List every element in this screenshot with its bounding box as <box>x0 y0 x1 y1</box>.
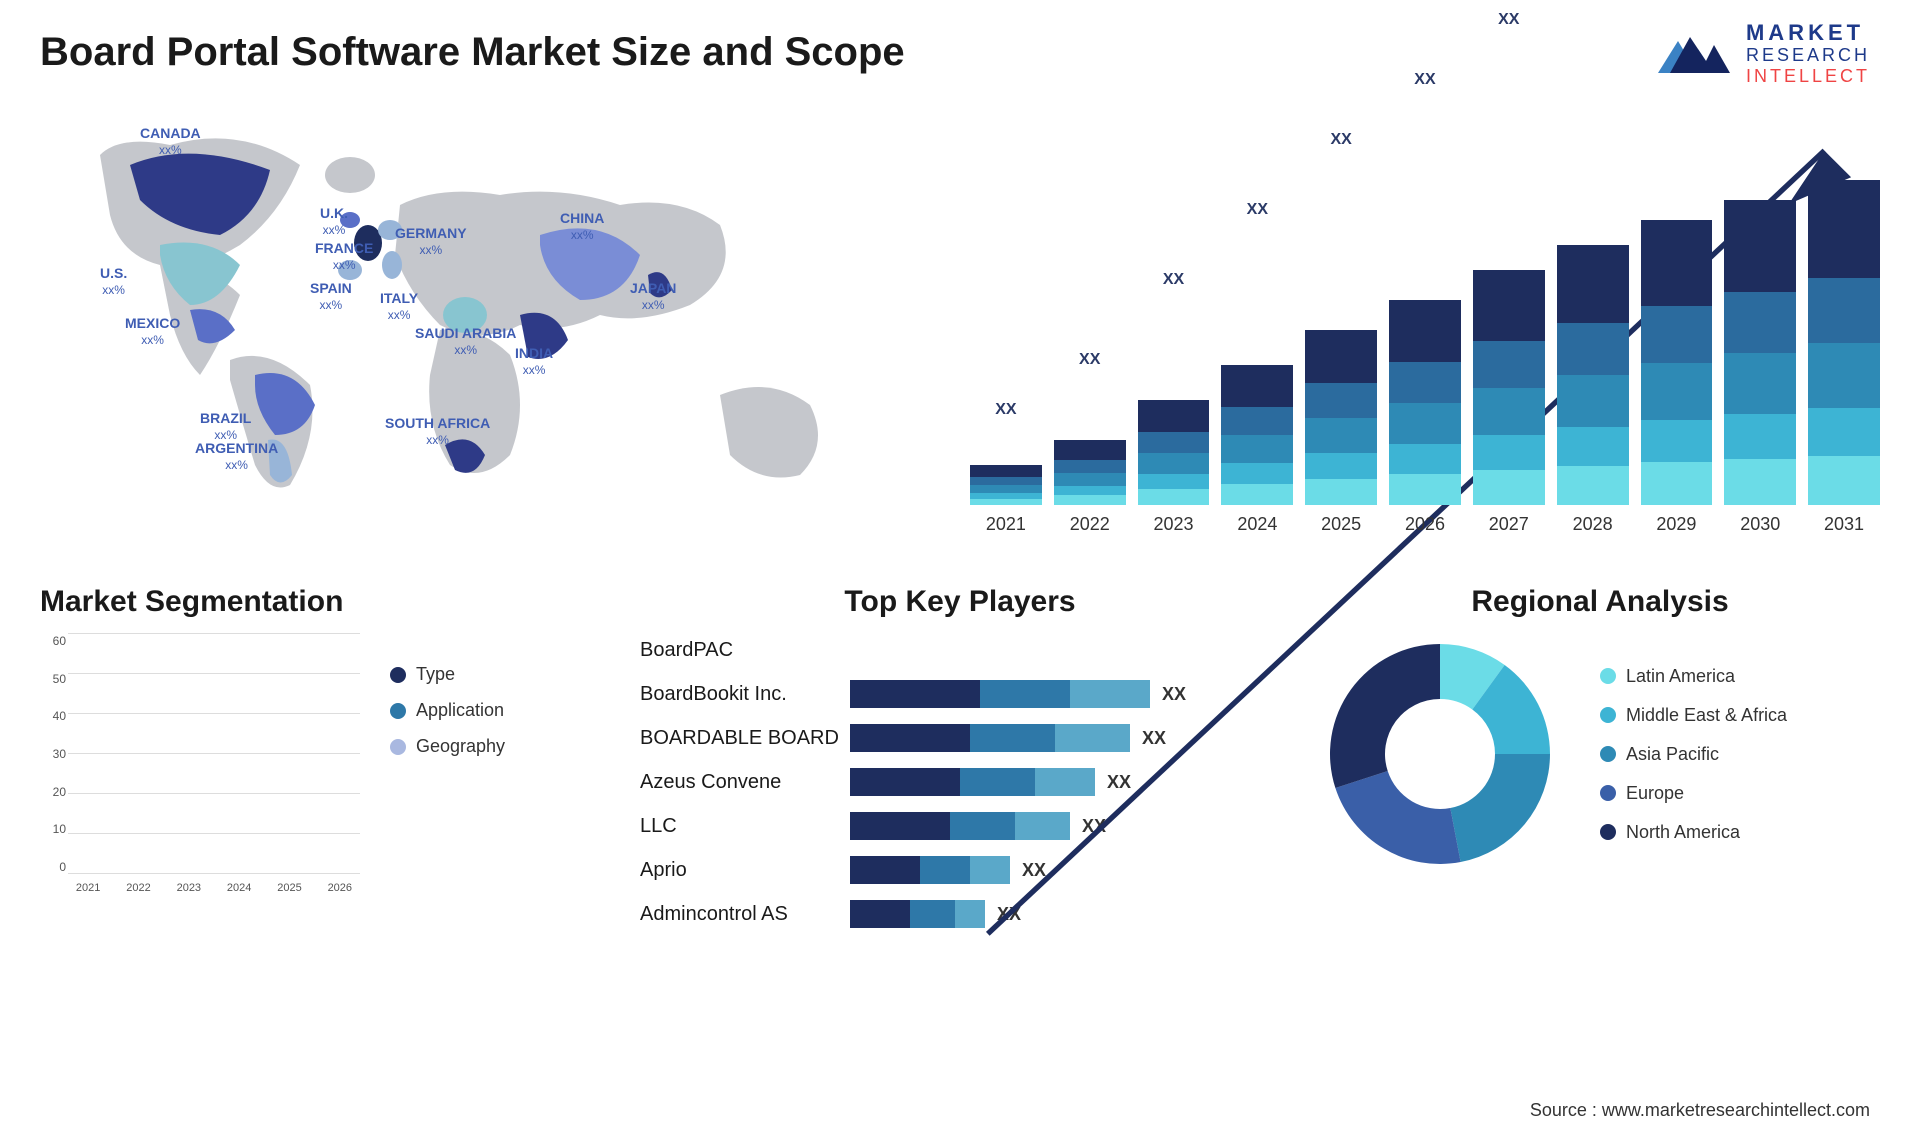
seg-legend-item: Type <box>390 664 505 685</box>
main-bar: XX <box>970 465 1042 505</box>
map-label: FRANCExx% <box>315 240 373 272</box>
player-name: Admincontrol AS <box>640 903 850 926</box>
player-name: Aprio <box>640 859 850 882</box>
logo-mountain-icon <box>1654 28 1734 78</box>
main-bar-value-label: XX <box>1079 351 1100 369</box>
player-name: Azeus Convene <box>640 771 850 794</box>
main-bar: XX <box>1473 270 1545 505</box>
main-bar-value-label: XX <box>995 401 1016 419</box>
brand-logo: MARKET RESEARCH INTELLECT <box>1654 20 1870 87</box>
main-xaxis-label: 2023 <box>1138 514 1210 535</box>
seg-legend-item: Application <box>390 700 505 721</box>
map-label: SPAINxx% <box>310 280 352 312</box>
seg-xaxis-label: 2023 <box>169 882 209 894</box>
map-label: MEXICOxx% <box>125 315 180 347</box>
main-bar: XX <box>1724 200 1796 505</box>
market-growth-chart: XXXXXXXXXXXXXXXXXXXXXX 20212022202320242… <box>970 115 1880 535</box>
map-label: CHINAxx% <box>560 210 604 242</box>
seg-yaxis: 0 10 20 30 40 50 60 <box>40 634 66 874</box>
map-label: BRAZILxx% <box>200 410 251 442</box>
seg-xaxis-label: 2025 <box>269 882 309 894</box>
main-xaxis: 2021 2022 2023 2024 2025 2026 2027 2028 2029 2030… <box>970 514 1880 535</box>
main-bar: XX <box>1138 400 1210 505</box>
main-bar: XX <box>1305 330 1377 505</box>
seg-ytick: 30 <box>40 747 66 761</box>
seg-ytick: 20 <box>40 785 66 799</box>
map-label: SAUDI ARABIAxx% <box>415 325 516 357</box>
player-name: BoardBookit Inc. <box>640 683 850 706</box>
map-label: SOUTH AFRICAxx% <box>385 415 490 447</box>
source-text: Source : www.marketresearchintellect.com <box>1530 1100 1870 1121</box>
main-xaxis-label: 2024 <box>1221 514 1293 535</box>
main-bar: XX <box>1389 300 1461 505</box>
main-bar-value-label: XX <box>1330 131 1351 149</box>
main-xaxis-label: 2022 <box>1054 514 1126 535</box>
segmentation-legend: Type Application Geography <box>390 634 505 894</box>
legend-label: Geography <box>416 736 505 757</box>
legend-label: Application <box>416 700 504 721</box>
map-label: INDIAxx% <box>515 345 553 377</box>
map-label: ARGENTINAxx% <box>195 440 278 472</box>
segmentation-panel: Market Segmentation 0102030405060 202120… <box>40 585 600 945</box>
seg-xaxis-label: 2024 <box>219 882 259 894</box>
main-xaxis-label: 2026 <box>1389 514 1461 535</box>
main-xaxis-label: 2025 <box>1305 514 1377 535</box>
main-bar-value-label: XX <box>1498 11 1519 29</box>
main-bar-value-label: XX <box>1247 201 1268 219</box>
player-name: BoardPAC <box>640 639 850 662</box>
seg-ytick: 60 <box>40 634 66 648</box>
legend-dot-icon <box>390 739 406 755</box>
legend-dot-icon <box>390 703 406 719</box>
logo-line3: INTELLECT <box>1746 66 1870 87</box>
main-xaxis-label: 2021 <box>970 514 1042 535</box>
seg-legend-item: Geography <box>390 736 505 757</box>
map-label: U.K.xx% <box>320 205 348 237</box>
seg-ytick: 50 <box>40 672 66 686</box>
main-xaxis-label: 2027 <box>1473 514 1545 535</box>
map-label: JAPANxx% <box>630 280 676 312</box>
map-label: CANADAxx% <box>140 125 201 157</box>
map-label: ITALYxx% <box>380 290 418 322</box>
main-xaxis-label: 2031 <box>1808 514 1880 535</box>
seg-ytick: 10 <box>40 822 66 836</box>
main-bar: XX <box>1557 245 1629 505</box>
page-title: Board Portal Software Market Size and Sc… <box>40 30 1880 75</box>
main-bar: XX <box>1641 220 1713 505</box>
player-bar <box>850 900 985 928</box>
seg-xaxis-label: 2021 <box>68 882 108 894</box>
seg-ytick: 0 <box>40 860 66 874</box>
legend-label: Type <box>416 664 455 685</box>
seg-ytick: 40 <box>40 709 66 723</box>
seg-xaxis-label: 2026 <box>320 882 360 894</box>
main-xaxis-label: 2029 <box>1641 514 1713 535</box>
main-bar: XX <box>1054 440 1126 505</box>
logo-line1: MARKET <box>1746 20 1870 45</box>
seg-xaxis-label: 2022 <box>118 882 158 894</box>
logo-line2: RESEARCH <box>1746 45 1870 66</box>
main-bar-value-label: XX <box>1414 71 1435 89</box>
player-name: BOARDABLE BOARD <box>640 727 850 750</box>
main-bar-container: XXXXXXXXXXXXXXXXXXXXXX <box>970 165 1880 505</box>
segmentation-title: Market Segmentation <box>40 585 600 619</box>
main-bar: XX <box>1808 180 1880 505</box>
seg-xaxis: 2021 2022 2023 2024 2025 2026 <box>68 882 360 894</box>
legend-dot-icon <box>390 667 406 683</box>
segmentation-chart: 0 10 20 30 40 50 60 2021 2022 2023 2024 2025 2026 <box>40 634 360 894</box>
main-bar: XX <box>1221 365 1293 505</box>
player-name: LLC <box>640 815 850 838</box>
main-bar-value-label: XX <box>1163 271 1184 289</box>
main-xaxis-label: 2028 <box>1557 514 1629 535</box>
map-label: GERMANYxx% <box>395 225 467 257</box>
map-label: U.S.xx% <box>100 265 127 297</box>
main-xaxis-label: 2030 <box>1724 514 1796 535</box>
world-map: CANADAxx% U.S.xx% MEXICOxx% BRAZILxx%ARGENT… <box>40 115 920 535</box>
seg-bars <box>68 634 360 874</box>
